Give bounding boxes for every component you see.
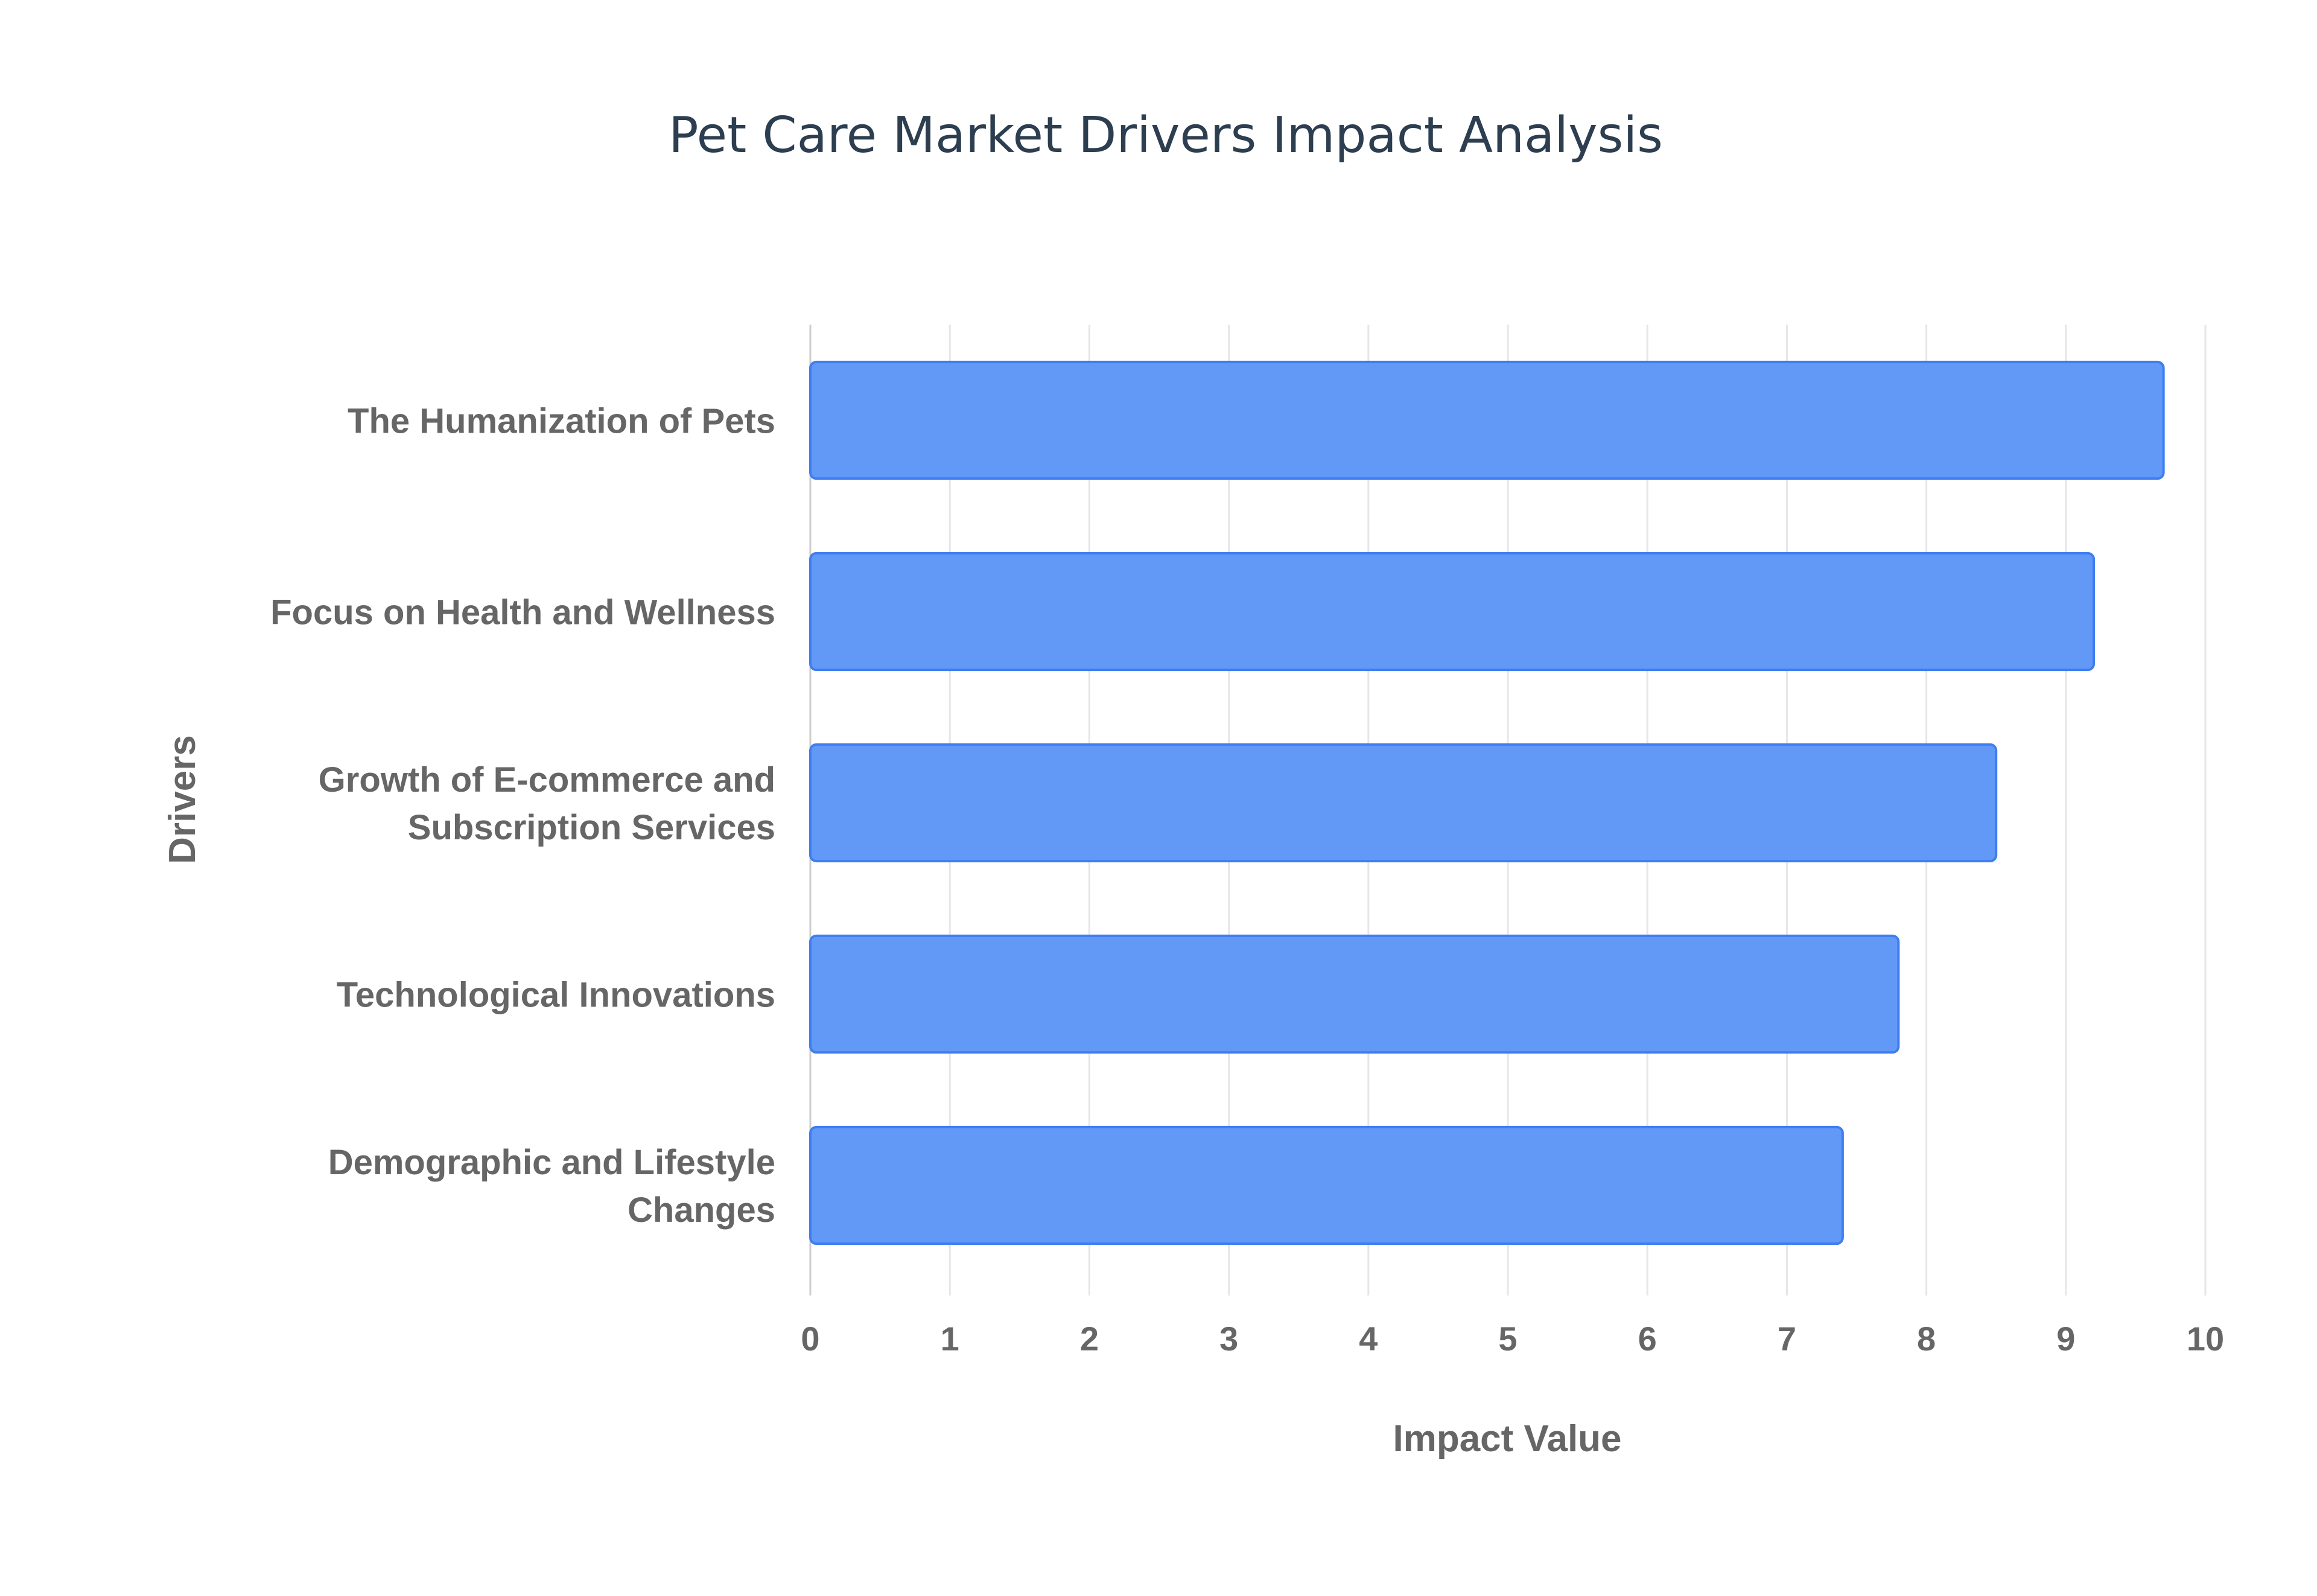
- y-tick-label: Demographic and Lifestyle Changes: [328, 1143, 775, 1230]
- y-tick-label-line: The Humanization of Pets: [348, 402, 775, 441]
- x-tick-label: 9: [2056, 1320, 2075, 1358]
- x-tick-label: 3: [1219, 1320, 1238, 1358]
- x-tick-label: 1: [941, 1320, 959, 1358]
- x-tick-label: 6: [1638, 1320, 1657, 1358]
- bar[interactable]: [809, 934, 1900, 1054]
- y-tick-label-line: Growth of E-commerce and: [319, 760, 775, 800]
- bars: [809, 360, 2165, 1245]
- bar[interactable]: [809, 743, 1998, 863]
- x-tick-labels: 0 1 2 3 4 5 6 7 8 9 10: [801, 1320, 2224, 1358]
- y-tick-label-line: Subscription Services: [408, 808, 775, 847]
- x-tick-label: 5: [1498, 1320, 1517, 1358]
- y-tick-labels: The Humanization of Pets Focus on Health …: [270, 402, 775, 1230]
- chart-title: Pet Care Market Drivers Impact Analysis: [669, 107, 1663, 164]
- bar[interactable]: [809, 1125, 1844, 1245]
- y-tick-label-line: Focus on Health and Wellness: [270, 593, 775, 632]
- y-tick-label: Technological Innovations: [337, 976, 775, 1015]
- y-axis-title: Drivers: [162, 735, 203, 864]
- y-tick-label: Focus on Health and Wellness: [270, 593, 775, 632]
- x-tick-label: 10: [2187, 1320, 2224, 1358]
- x-tick-label: 8: [1917, 1320, 1936, 1358]
- x-tick-label: 2: [1080, 1320, 1099, 1358]
- y-tick-label-line: Demographic and Lifestyle: [328, 1143, 775, 1182]
- x-axis-title: Impact Value: [1393, 1418, 1621, 1460]
- y-tick-label: Growth of E-commerce and Subscription Ser…: [319, 760, 775, 847]
- y-tick-label: The Humanization of Pets: [348, 402, 775, 441]
- x-tick-label: 4: [1359, 1320, 1378, 1358]
- x-tick-label: 7: [1778, 1320, 1796, 1358]
- bar[interactable]: [809, 552, 2096, 672]
- bar[interactable]: [809, 360, 2165, 480]
- y-tick-label-line: Technological Innovations: [337, 976, 775, 1015]
- x-tick-label: 0: [801, 1320, 819, 1358]
- y-tick-label-line: Changes: [628, 1191, 775, 1230]
